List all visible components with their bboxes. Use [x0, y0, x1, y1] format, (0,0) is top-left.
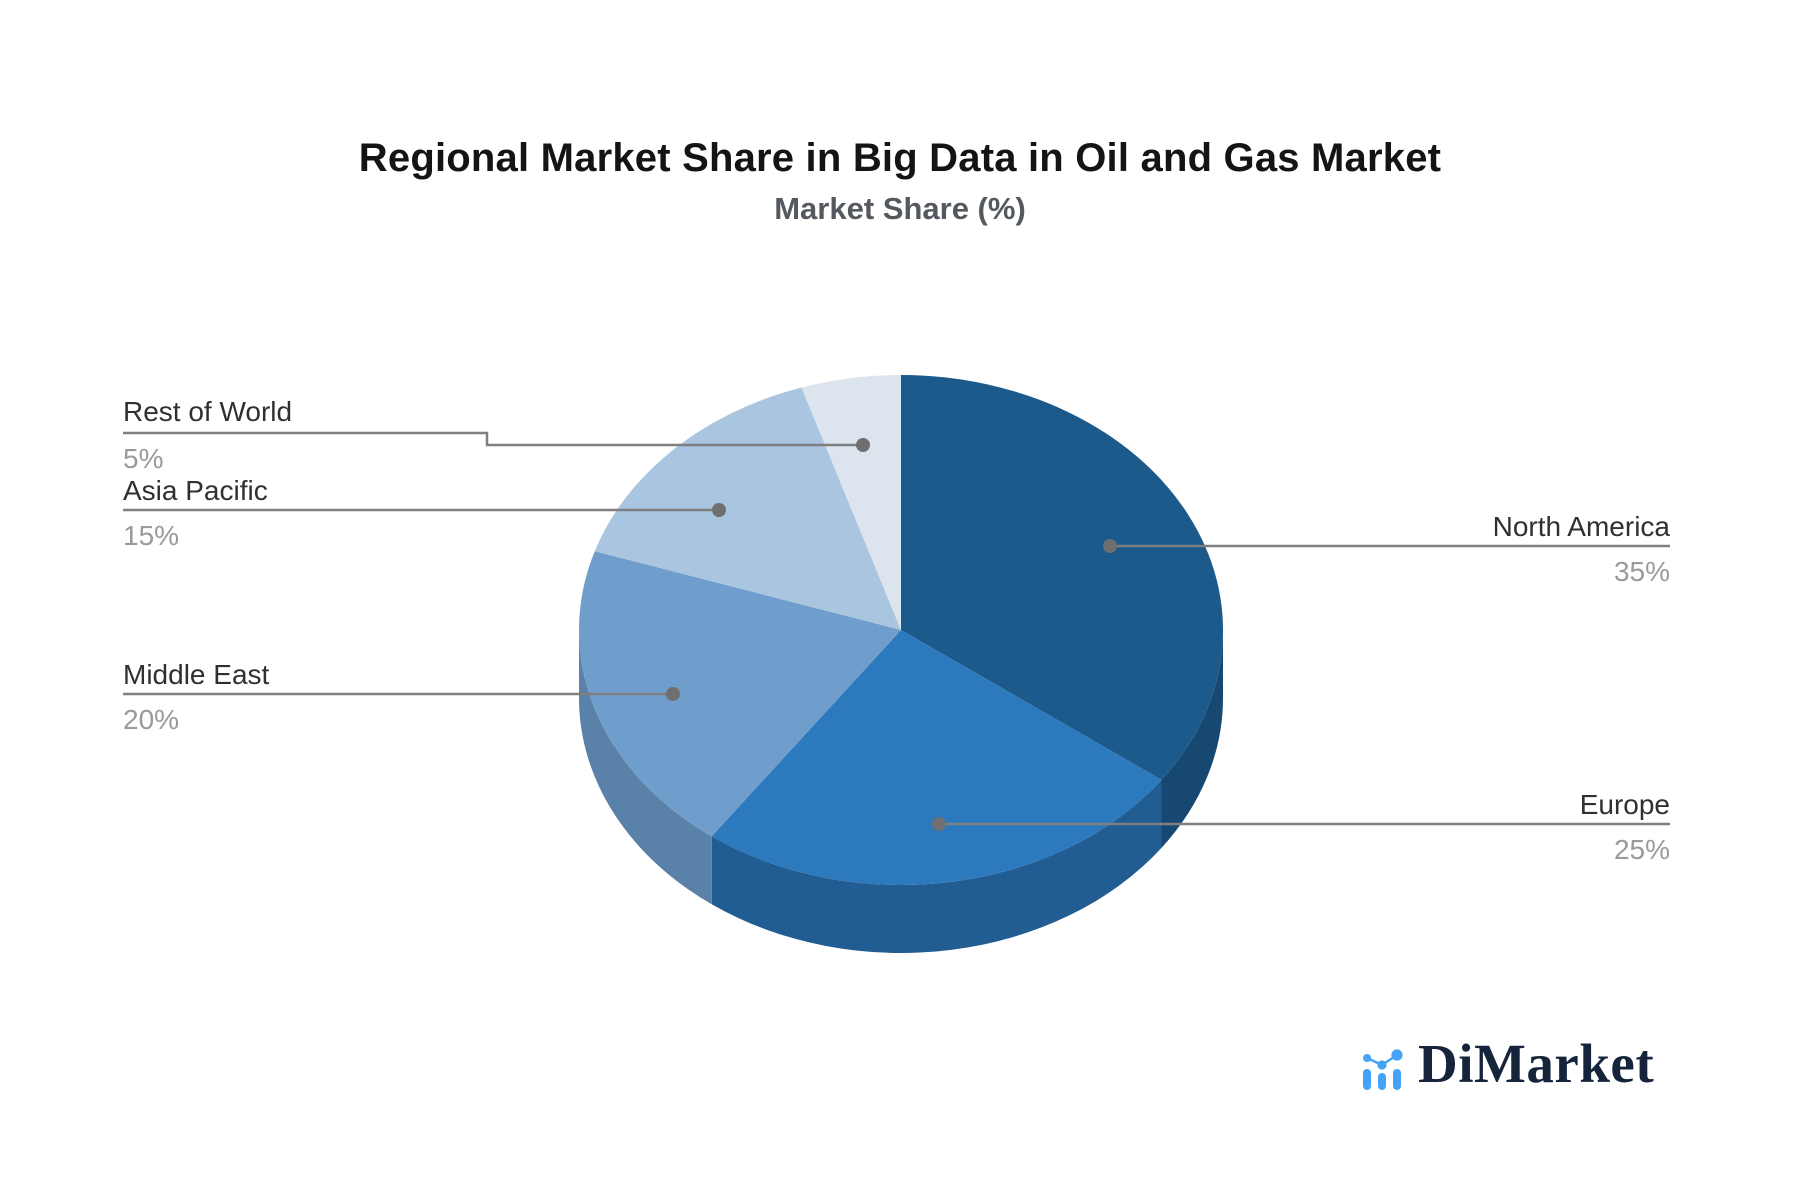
logo-text: DiMarket [1418, 1033, 1655, 1094]
leader-dot-asia-pacific [712, 503, 726, 517]
leader-dot-europe [932, 817, 946, 831]
leader-dot-rest-of-world [856, 438, 870, 452]
callout-percent: 15% [123, 520, 180, 551]
leader-lines [123, 431, 1670, 831]
callout-label: Rest of World [123, 396, 293, 427]
pie-3d-rim [579, 630, 1223, 953]
callout-asia-pacific: Asia Pacific [123, 474, 268, 508]
chart-title: Regional Market Share in Big Data in Oil… [358, 136, 1442, 180]
callout-europe-pct: 25% [1614, 833, 1670, 867]
dimarket-logo: DiMarket [1360, 1033, 1655, 1094]
pie-slice-asia-pacific [594, 387, 901, 630]
callout-north-america-pct: 35% [1614, 555, 1670, 589]
pie-slice-europe [711, 630, 1162, 885]
callout-label: Asia Pacific [123, 475, 268, 506]
callout-label: North America [1492, 511, 1670, 542]
callout-percent: 35% [1613, 556, 1670, 587]
callout-percent: 25% [1613, 834, 1670, 865]
leader-line-rest-of-world [123, 431, 863, 447]
callout-middle-east-pct: 20% [123, 703, 179, 737]
callout-rest-of-world-pct: 5% [123, 442, 163, 476]
callout-label: Europe [1579, 789, 1670, 820]
pie-slice-north-america [901, 375, 1223, 780]
leader-dot-middle-east [666, 687, 680, 701]
callout-middle-east: Middle East [123, 658, 269, 692]
callout-asia-pacific-pct: 15% [123, 519, 179, 553]
pie-rim-europe [711, 779, 1162, 953]
callout-rest-of-world: Rest of World [123, 395, 292, 429]
chart-subtitle: Market Share (%) [774, 191, 1026, 226]
callout-europe: Europe [1580, 788, 1670, 822]
pie-slice-rest-of-world [801, 375, 901, 630]
pie-rim-north-america [1161, 630, 1223, 848]
callout-percent: 5% [123, 443, 164, 474]
callout-label: Middle East [123, 659, 270, 690]
pie-slices [579, 375, 1223, 885]
bar-line-chart-icon [1363, 1049, 1403, 1090]
leader-dot-north-america [1103, 539, 1117, 553]
callout-north-america: North America [1493, 510, 1670, 544]
callout-percent: 20% [123, 704, 180, 735]
pie-slice-middle-east [579, 551, 901, 837]
pie-rim-middle-east [579, 630, 712, 905]
